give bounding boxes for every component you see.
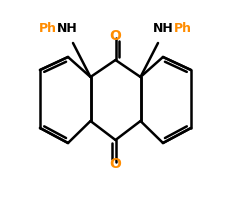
Text: NH: NH bbox=[153, 22, 174, 35]
Text: Ph: Ph bbox=[174, 22, 192, 35]
Text: NH: NH bbox=[57, 22, 78, 35]
Text: O: O bbox=[109, 157, 122, 171]
Text: Ph: Ph bbox=[39, 22, 57, 35]
Text: O: O bbox=[109, 29, 122, 43]
